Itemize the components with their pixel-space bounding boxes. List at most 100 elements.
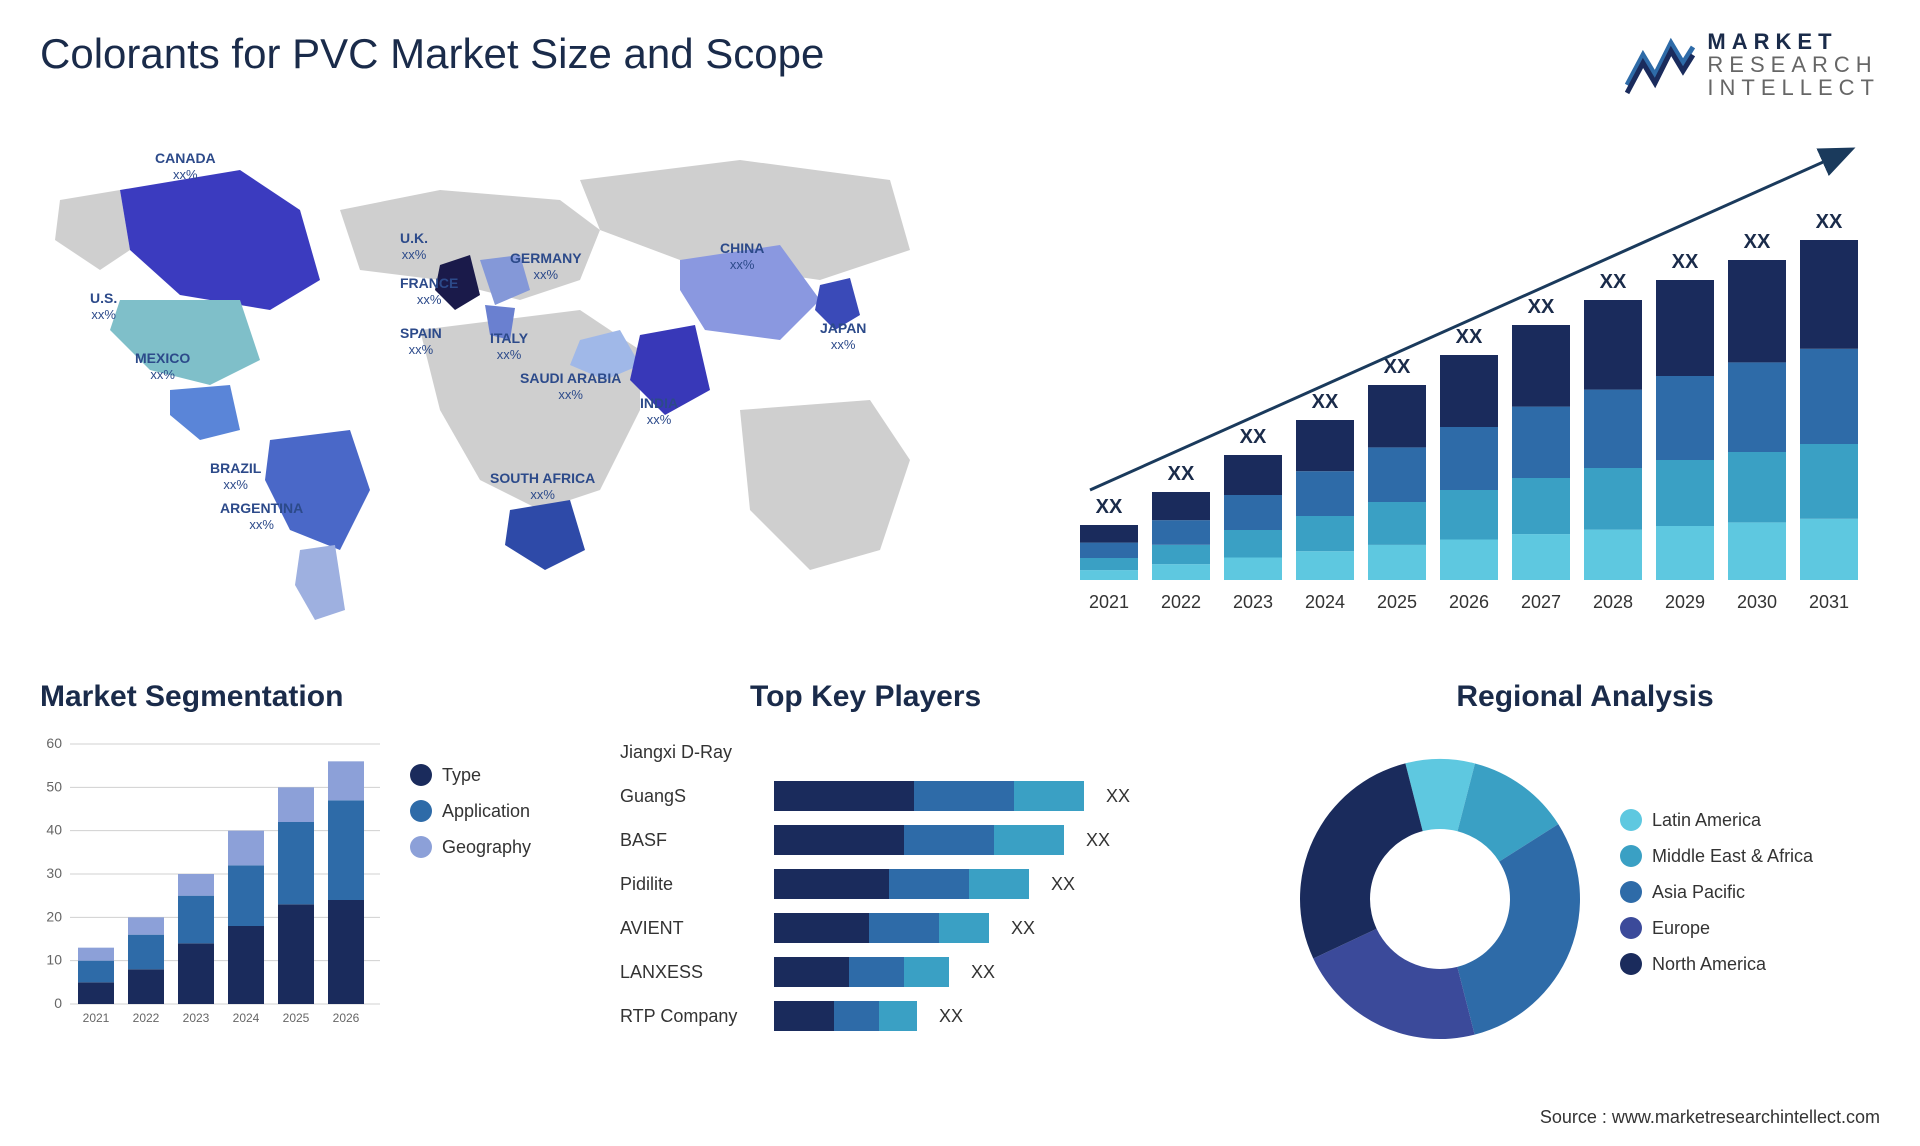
player-row: AVIENTXX (620, 906, 1260, 950)
player-bar-segment (774, 913, 869, 943)
svg-text:0: 0 (54, 995, 62, 1011)
svg-text:2022: 2022 (133, 1011, 160, 1025)
player-bar-segment (849, 957, 904, 987)
player-name: RTP Company (620, 1006, 760, 1027)
map-label: MEXICOxx% (135, 350, 190, 382)
player-bar-segment (914, 781, 1014, 811)
player-bar-segment (904, 825, 994, 855)
svg-text:30: 30 (46, 865, 62, 881)
svg-text:50: 50 (46, 778, 62, 794)
player-row: RTP Company XX (620, 994, 1260, 1038)
legend-item: Geography (410, 836, 531, 858)
world-map: CANADAxx% U.S.xx% MEXICOxx% BRAZILxx% ARGENT… (40, 130, 940, 630)
legend-swatch (1620, 917, 1642, 939)
svg-text:2026: 2026 (333, 1011, 360, 1025)
player-bar-segment (904, 957, 949, 987)
map-label: GERMANYxx% (510, 250, 582, 282)
players-title: Top Key Players (750, 680, 1260, 714)
player-bar (774, 1001, 917, 1031)
map-label: U.S.xx% (90, 290, 117, 322)
legend-swatch (1620, 809, 1642, 831)
player-row: PidiliteXX (620, 862, 1260, 906)
player-value: XX (971, 962, 995, 983)
svg-text:XX: XX (1528, 296, 1555, 318)
legend-label: Latin America (1652, 810, 1761, 831)
logo-line-1: MARKET (1707, 30, 1880, 53)
svg-text:2029: 2029 (1665, 592, 1705, 612)
svg-text:XX: XX (1744, 231, 1771, 253)
player-bar (774, 913, 989, 943)
svg-text:10: 10 (46, 952, 62, 968)
svg-text:XX: XX (1384, 356, 1411, 378)
player-value: XX (939, 1006, 963, 1027)
legend-item: Middle East & Africa (1620, 845, 1813, 867)
svg-text:2023: 2023 (1233, 592, 1273, 612)
svg-text:2021: 2021 (83, 1011, 110, 1025)
market-segmentation: Market Segmentation 01020304050602021202… (40, 680, 600, 1080)
player-bar-segment (869, 913, 939, 943)
player-name: Jiangxi D-Ray (620, 742, 760, 763)
map-label: SOUTH AFRICAxx% (490, 470, 595, 502)
player-bar-segment (1014, 781, 1084, 811)
svg-text:2030: 2030 (1737, 592, 1777, 612)
player-value: XX (1086, 830, 1110, 851)
map-label: CANADAxx% (155, 150, 216, 182)
top-key-players: Top Key Players Jiangxi D-Ray GuangSXX BAS… (620, 680, 1260, 1080)
svg-text:2022: 2022 (1161, 592, 1201, 612)
svg-text:XX: XX (1456, 326, 1483, 348)
player-value: XX (1051, 874, 1075, 895)
player-bar-segment (879, 1001, 917, 1031)
svg-text:XX: XX (1096, 496, 1123, 518)
regional-legend: Latin America Middle East & Africa Asia Pa… (1620, 809, 1813, 989)
legend-item: North America (1620, 953, 1813, 975)
legend-item: Asia Pacific (1620, 881, 1813, 903)
legend-label: Type (442, 765, 481, 786)
player-row: LANXESSXX (620, 950, 1260, 994)
map-label: ITALYxx% (490, 330, 528, 362)
player-name: AVIENT (620, 918, 760, 939)
legend-item: Type (410, 764, 531, 786)
regional-title: Regional Analysis (1290, 680, 1880, 714)
svg-text:XX: XX (1168, 463, 1195, 485)
player-bar-segment (994, 825, 1064, 855)
legend-item: Application (410, 800, 531, 822)
logo-text: MARKET RESEARCH INTELLECT (1707, 30, 1880, 99)
svg-text:XX: XX (1816, 211, 1843, 233)
legend-label: North America (1652, 954, 1766, 975)
svg-text:2031: 2031 (1809, 592, 1849, 612)
map-label: BRAZILxx% (210, 460, 261, 492)
player-bar-segment (774, 869, 889, 899)
player-bar-segment (889, 869, 969, 899)
svg-text:XX: XX (1672, 251, 1699, 273)
source-attribution: Source : www.marketresearchintellect.com (1540, 1107, 1880, 1128)
legend-swatch (410, 836, 432, 858)
growth-svg: XX2021XX2022XX2023XX2024XX2025XX2026XX20… (1060, 130, 1880, 630)
svg-text:2028: 2028 (1593, 592, 1633, 612)
player-row: GuangSXX (620, 774, 1260, 818)
svg-text:2025: 2025 (1377, 592, 1417, 612)
player-name: BASF (620, 830, 760, 851)
legend-label: Asia Pacific (1652, 882, 1745, 903)
map-label: FRANCExx% (400, 275, 458, 307)
regional-analysis: Regional Analysis Latin America Middle Ea… (1290, 680, 1880, 1080)
player-bar (774, 957, 949, 987)
svg-text:2027: 2027 (1521, 592, 1561, 612)
legend-swatch (410, 764, 432, 786)
brand-logo: MARKET RESEARCH INTELLECT (1625, 30, 1880, 99)
legend-item: Europe (1620, 917, 1813, 939)
legend-swatch (410, 800, 432, 822)
map-label: ARGENTINAxx% (220, 500, 303, 532)
legend-item: Latin America (1620, 809, 1813, 831)
svg-text:XX: XX (1600, 271, 1627, 293)
logo-line-2: RESEARCH (1707, 53, 1880, 76)
logo-line-3: INTELLECT (1707, 76, 1880, 99)
legend-label: Middle East & Africa (1652, 846, 1813, 867)
map-label: U.K.xx% (400, 230, 428, 262)
player-bar (774, 825, 1064, 855)
svg-text:2021: 2021 (1089, 592, 1129, 612)
map-label: SPAINxx% (400, 325, 442, 357)
svg-text:2024: 2024 (233, 1011, 260, 1025)
player-bar-segment (774, 1001, 834, 1031)
legend-label: Europe (1652, 918, 1710, 939)
legend-label: Application (442, 801, 530, 822)
